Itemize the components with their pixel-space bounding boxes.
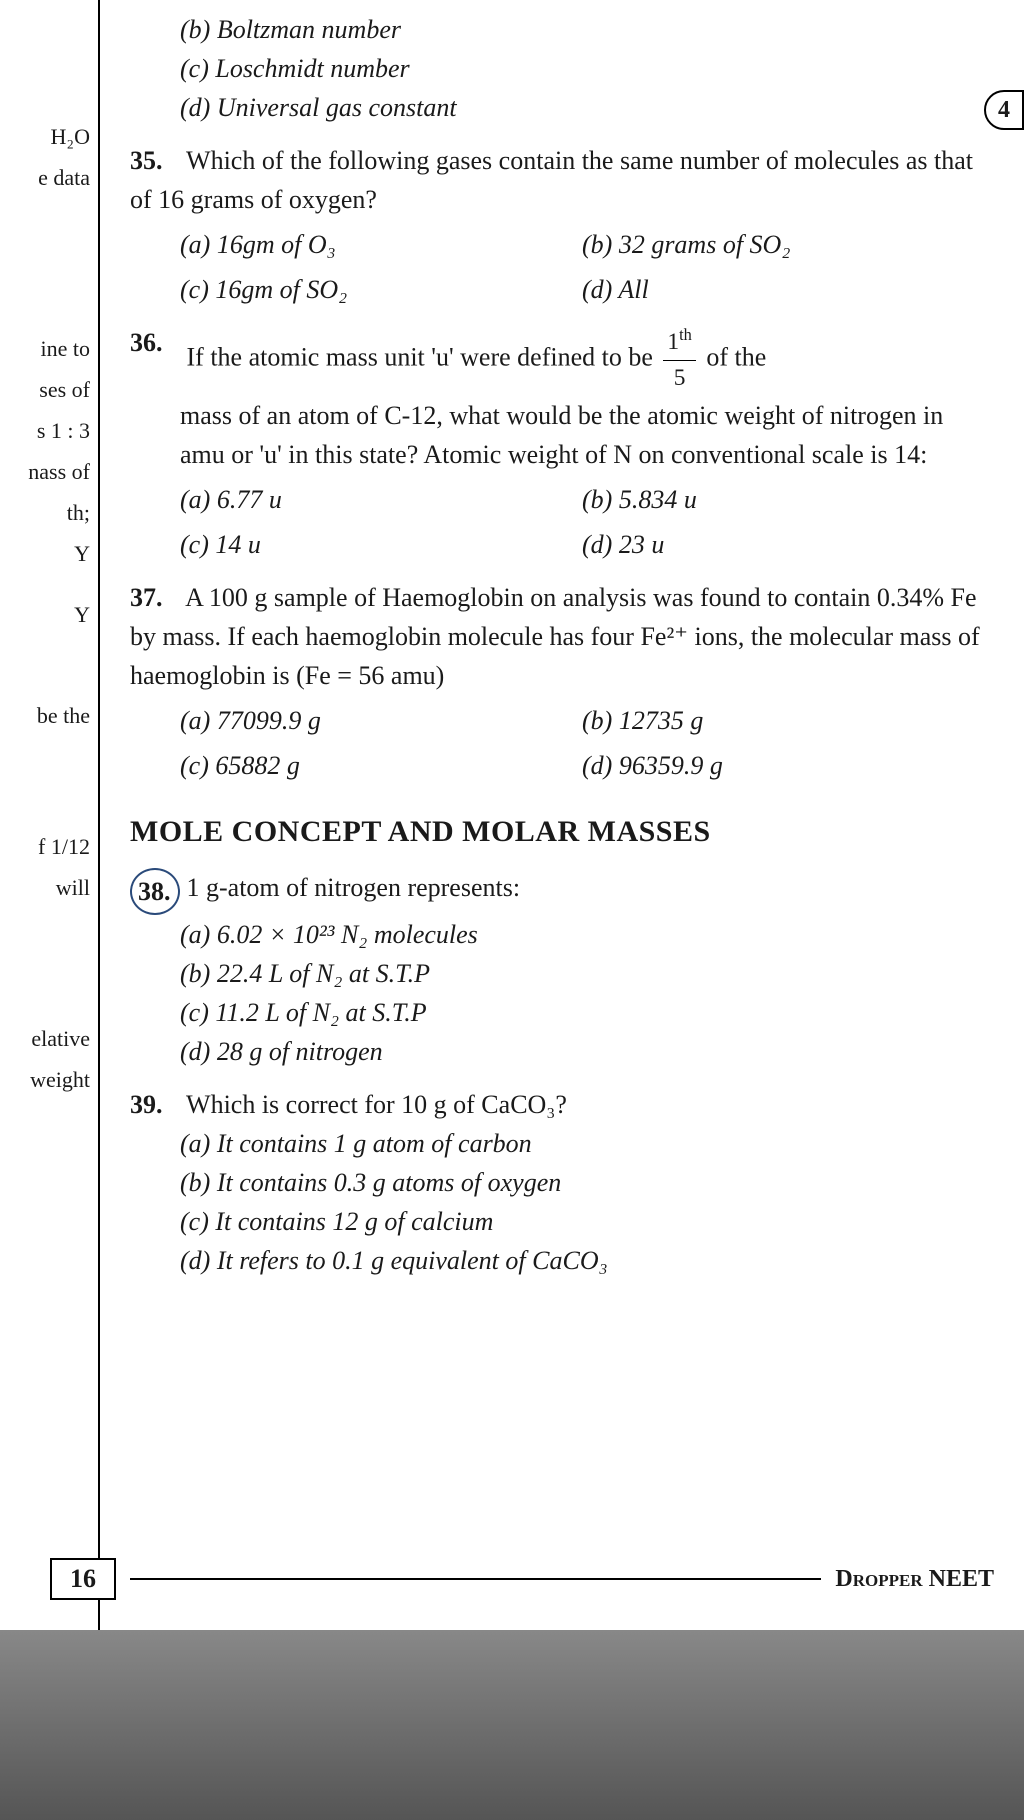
margin-note: ine to	[0, 332, 90, 365]
question-text: 1 g-atom of nitrogen represents:	[187, 873, 521, 902]
question-text-pre: If the atomic mass unit 'u' were defined…	[187, 342, 660, 371]
page-number: 16	[50, 1558, 116, 1600]
margin-note: s 1 : 3	[0, 414, 90, 447]
question-number: 35.	[130, 141, 180, 180]
option-text: (d) Universal gas constant	[180, 93, 457, 122]
option-a: (a) 77099.9 g	[180, 701, 582, 740]
frac-denominator: 5	[663, 361, 695, 396]
section-header: MOLE CONCEPT AND MOLAR MASSES	[130, 809, 984, 854]
fraction: 1th 5	[663, 323, 695, 396]
question-number-circled: 38.	[130, 868, 180, 915]
option-b: (b) 22.4 L of N₂ at S.T.P	[180, 954, 984, 993]
option-a: (a) 16gm of O₃	[180, 225, 582, 264]
margin-note: Y	[0, 598, 90, 631]
question-text: Which of the following gases contain the…	[130, 146, 973, 214]
option-c: (c) 65882 g	[180, 746, 582, 785]
content-column: (b) Boltzman number (c) Loschmidt number…	[100, 0, 1024, 1820]
margin-note: Y	[0, 537, 90, 570]
question-38: 38. 1 g-atom of nitrogen represents: (a)…	[130, 868, 984, 1071]
question-37: 37. A 100 g sample of Haemoglobin on ana…	[130, 578, 984, 785]
question-number: 37.	[130, 578, 180, 617]
question-35: 35. Which of the following gases contain…	[130, 141, 984, 309]
question-number: 36.	[130, 323, 180, 362]
option-d: (d) 96359.9 g	[582, 746, 984, 785]
question-text-post: of the	[706, 342, 766, 371]
margin-note: f 1/12	[0, 830, 90, 863]
option-a: (a) 6.77 u	[180, 480, 582, 519]
frac-sup: th	[679, 325, 692, 344]
margin-note: nass of	[0, 455, 90, 488]
footer-brand: Dropper NEET	[835, 1566, 994, 1593]
margin-note: be the	[0, 699, 90, 732]
margin-note: will	[0, 871, 90, 904]
margin-note: weight	[0, 1063, 90, 1096]
page-container: H₂O e data ine to ses of s 1 : 3 nass of…	[0, 0, 1024, 1820]
option-b: (b) It contains 0.3 g atoms of oxygen	[180, 1163, 984, 1202]
frac-numerator: 1	[667, 329, 679, 355]
margin-note-edata: e data	[0, 161, 90, 194]
question-continuation: mass of an atom of C-12, what would be t…	[180, 396, 984, 474]
option-d: (d) 28 g of nitrogen	[180, 1032, 984, 1071]
option-c: (c) It contains 12 g of calcium	[180, 1202, 984, 1241]
option-text: (c) Loschmidt number	[180, 54, 410, 83]
margin-note: elative	[0, 1022, 90, 1055]
question-39: 39. Which is correct for 10 g of CaCO₃? …	[130, 1085, 984, 1280]
page-badge: 4	[984, 90, 1024, 130]
pre-option-d: (d) Universal gas constant	[180, 88, 984, 127]
question-number: 39.	[130, 1085, 180, 1124]
option-c: (c) 16gm of SO₂	[180, 270, 582, 309]
option-a: (a) It contains 1 g atom of carbon	[180, 1124, 984, 1163]
margin-note: th;	[0, 496, 90, 529]
pre-option-c: (c) Loschmidt number	[180, 49, 984, 88]
option-b: (b) 5.834 u	[582, 480, 984, 519]
option-c: (c) 14 u	[180, 525, 582, 564]
option-text: (b) Boltzman number	[180, 15, 401, 44]
left-margin-column: H₂O e data ine to ses of s 1 : 3 nass of…	[0, 0, 100, 1820]
badge-number: 4	[998, 97, 1010, 124]
pre-option-b: (b) Boltzman number	[180, 10, 984, 49]
option-b: (b) 32 grams of SO₂	[582, 225, 984, 264]
page-crop-shadow	[0, 1630, 1024, 1820]
question-text: Which is correct for 10 g of CaCO₃?	[186, 1090, 567, 1119]
footer-rule	[130, 1578, 821, 1580]
option-d: (d) All	[582, 270, 984, 309]
option-d: (d) 23 u	[582, 525, 984, 564]
page-footer: 16 Dropper NEET	[0, 1558, 1024, 1600]
option-a: (a) 6.02 × 10²³ N₂ molecules	[180, 915, 984, 954]
margin-note: ses of	[0, 373, 90, 406]
margin-note-h2o: H₂O	[0, 120, 90, 153]
question-36: 36. If the atomic mass unit 'u' were def…	[130, 323, 984, 564]
question-text: A 100 g sample of Haemoglobin on analysi…	[130, 583, 980, 690]
option-c: (c) 11.2 L of N₂ at S.T.P	[180, 993, 984, 1032]
option-d: (d) It refers to 0.1 g equivalent of CaC…	[180, 1241, 984, 1280]
option-b: (b) 12735 g	[582, 701, 984, 740]
